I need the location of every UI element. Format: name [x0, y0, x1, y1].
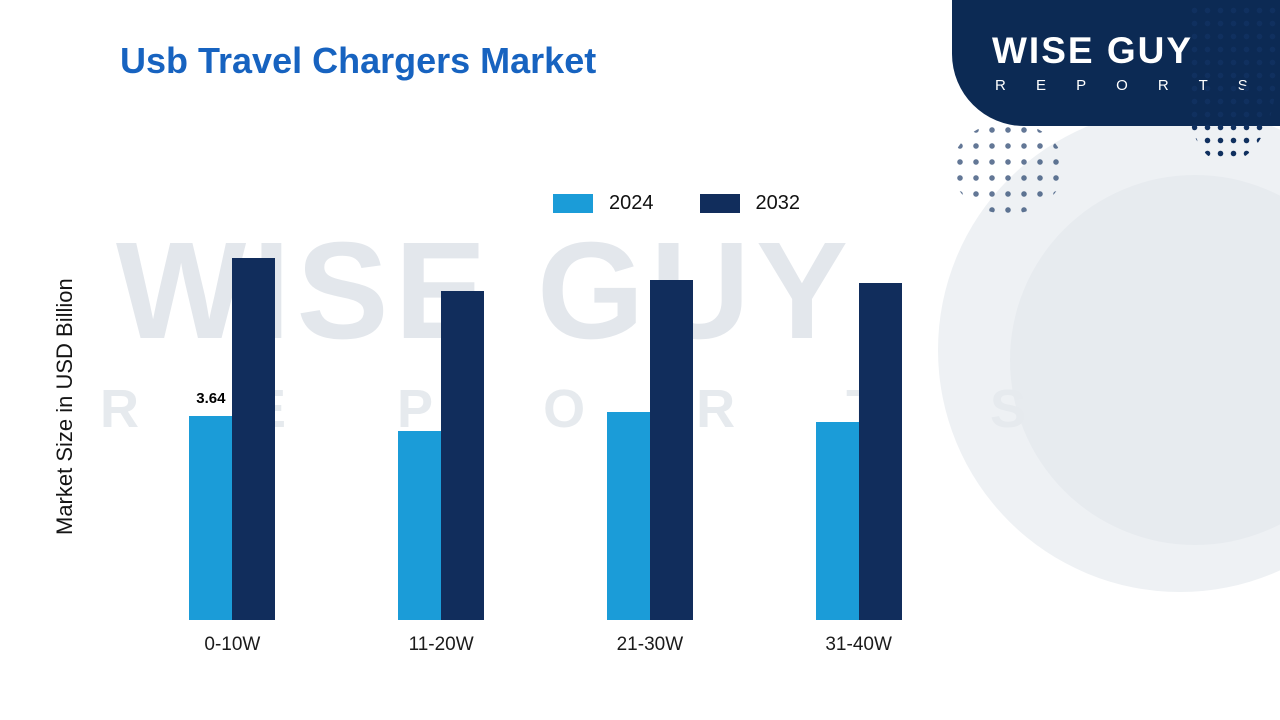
- legend-label-2032: 2032: [755, 192, 801, 214]
- bar-2032-11-20W: [441, 291, 485, 620]
- bar-2032-31-40W: [858, 283, 902, 620]
- bar-2032-21-30W: [649, 280, 693, 620]
- legend-swatch-2032: [699, 194, 740, 213]
- dots-decoration: [952, 122, 1064, 214]
- bar-2024-31-40W: [815, 422, 859, 620]
- x-axis-labels: 0-10W 11-20W 21-30W 31-40W: [128, 634, 963, 656]
- bar-group-11-20W: [337, 228, 546, 620]
- legend-item-2032: 2032: [699, 192, 801, 215]
- y-axis-label: Market Size in USD Billion: [52, 278, 77, 536]
- bar-value-label: 3.64: [196, 390, 226, 407]
- chart-title: Usb Travel Chargers Market: [120, 40, 597, 81]
- legend: 2024 2032: [553, 192, 800, 215]
- x-tick-label-0-10W: 0-10W: [204, 634, 261, 655]
- bar-group-31-40W: [754, 228, 963, 620]
- bar-2032-0-10W: [232, 258, 276, 620]
- bar-group-21-30W: [546, 228, 755, 620]
- x-tick-label-11-20W: 11-20W: [408, 634, 474, 655]
- brand-logo-text: WISE GUY: [992, 30, 1194, 71]
- legend-swatch-2024: [553, 194, 593, 213]
- brand-logo-subtext: R E P O R T S: [995, 77, 1261, 94]
- plot-area: 3.64: [128, 228, 963, 620]
- bar-group-0-10W: 3.64: [128, 228, 337, 620]
- bar-2024-21-30W: [606, 412, 650, 620]
- bar-2024-11-20W: [398, 431, 442, 620]
- face-dots-decoration: [1188, 4, 1276, 162]
- legend-item-2024: 2024: [553, 192, 654, 215]
- x-tick-label-21-30W: 21-30W: [616, 634, 684, 655]
- bar-2024-0-10W: 3.64: [189, 390, 233, 620]
- legend-label-2024: 2024: [609, 192, 654, 214]
- x-tick-label-31-40W: 31-40W: [825, 634, 892, 655]
